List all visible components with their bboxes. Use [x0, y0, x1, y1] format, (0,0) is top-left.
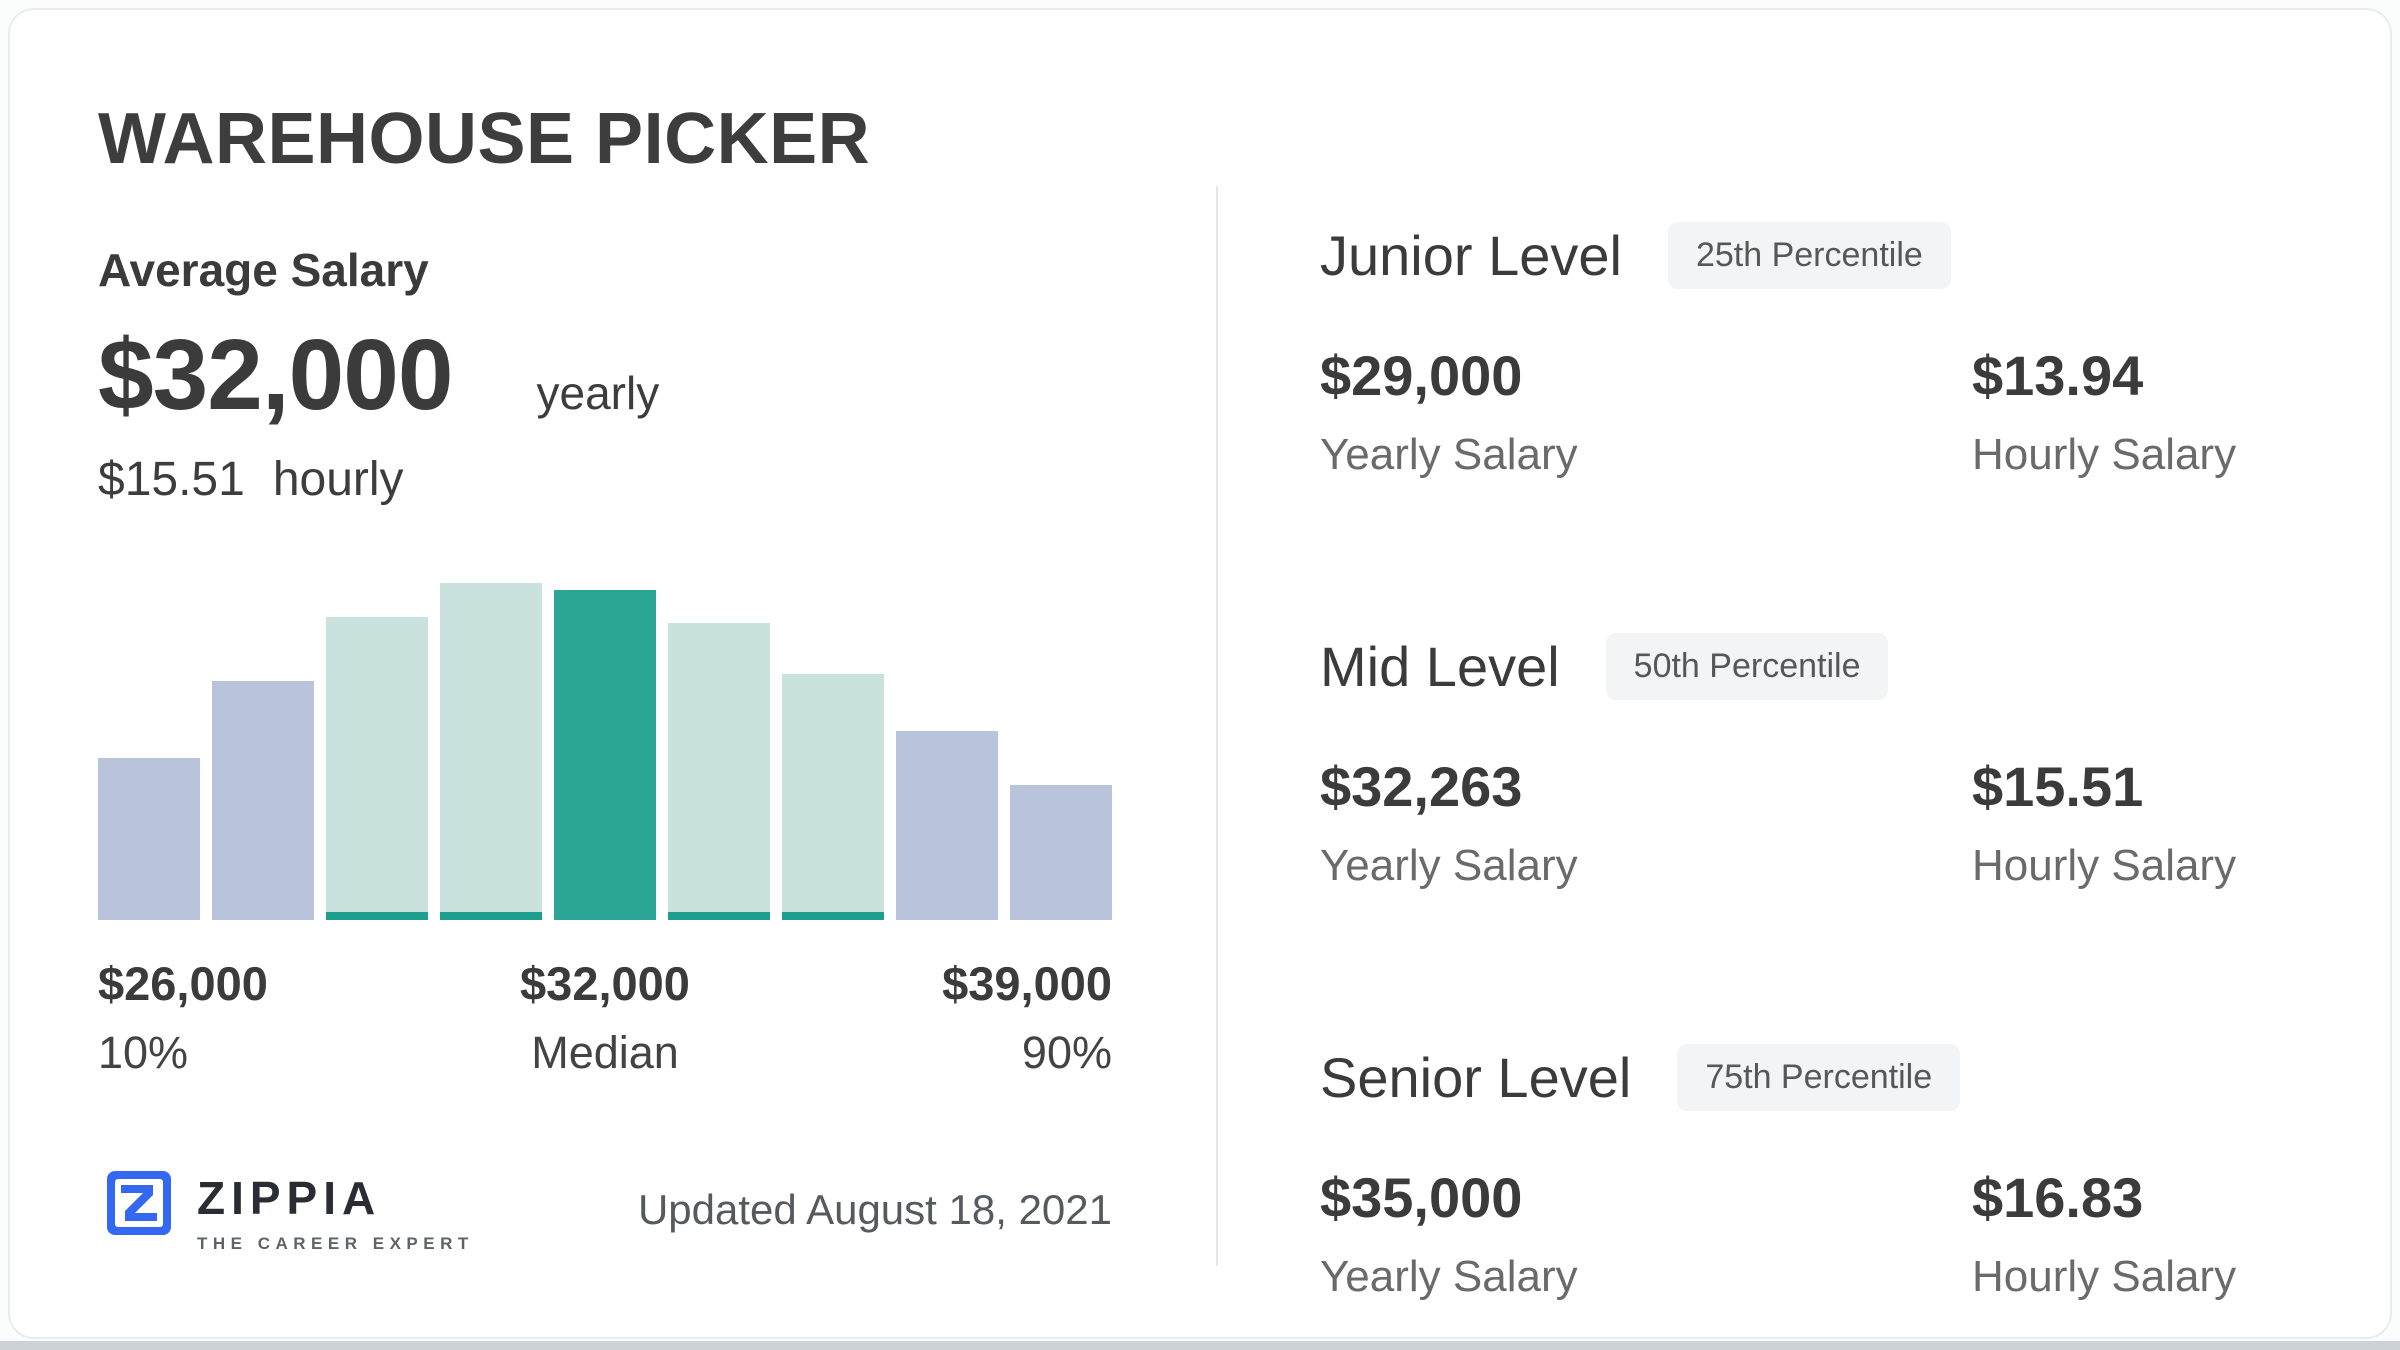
axis-label-10th: $26,000 10%: [98, 956, 436, 1079]
level-senior-hourly: $16.83 Hourly Salary: [1972, 1165, 2260, 1302]
level-mid-values: $32,263 Yearly Salary $15.51 Hourly Sala…: [1320, 754, 2260, 891]
level-senior-values: $35,000 Yearly Salary $16.83 Hourly Sala…: [1320, 1165, 2260, 1302]
level-block-junior: Junior Level 25th Percentile $29,000 Yea…: [1320, 222, 2260, 480]
level-senior-badge: 75th Percentile: [1677, 1044, 1961, 1111]
level-senior-hourly-value: $16.83: [1972, 1166, 2144, 1229]
average-hourly-value: $15.51: [98, 453, 245, 506]
histogram-bar-strip: [668, 912, 770, 920]
level-block-senior: Senior Level 75th Percentile $35,000 Yea…: [1320, 1044, 2260, 1302]
histogram-axis-labels: $26,000 10% $32,000 Median $39,000 90%: [98, 956, 1112, 1079]
level-mid-hourly-label: Hourly Salary: [1972, 841, 2237, 890]
histogram-bar: [98, 758, 200, 920]
histogram-bar: [554, 590, 656, 920]
histogram-bar: [326, 617, 428, 920]
level-mid-hourly: $15.51 Hourly Salary: [1972, 754, 2260, 891]
level-block-mid: Mid Level 50th Percentile $32,263 Yearly…: [1320, 633, 2260, 891]
axis-label-median-value: $32,000: [520, 957, 690, 1010]
level-mid-header: Mid Level 50th Percentile: [1320, 633, 2260, 700]
zippia-logo-icon: [107, 1171, 171, 1240]
level-senior-hourly-label: Hourly Salary: [1972, 1252, 2237, 1301]
average-yearly-value: $32,000: [98, 319, 453, 431]
histogram-bar: [896, 731, 998, 920]
level-junior-badge: 25th Percentile: [1667, 222, 1951, 289]
level-junior-yearly-label: Yearly Salary: [1320, 430, 1578, 479]
average-hourly-row: $15.51 hourly: [98, 452, 404, 507]
level-senior-yearly-value: $35,000: [1320, 1166, 1523, 1229]
average-yearly-unit: yearly: [536, 367, 660, 419]
level-junior-values: $29,000 Yearly Salary $13.94 Hourly Sala…: [1320, 343, 2260, 480]
zippia-logo-text: ZIPPIA THE CAREER EXPERT: [197, 1171, 474, 1254]
level-mid-title: Mid Level: [1320, 635, 1560, 698]
level-junior-hourly-value: $13.94: [1972, 344, 2144, 407]
axis-label-median: $32,000 Median: [436, 956, 774, 1079]
page-title: WAREHOUSE PICKER: [98, 99, 871, 179]
level-mid-yearly-value: $32,263: [1320, 755, 1523, 818]
histogram-bar-strip: [440, 912, 542, 920]
axis-label-10th-sub: 10%: [98, 1027, 189, 1078]
axis-label-90th: $39,000 90%: [774, 956, 1112, 1079]
level-junior-yearly-value: $29,000: [1320, 344, 1523, 407]
level-mid-badge: 50th Percentile: [1605, 633, 1889, 700]
histogram-bar: [212, 681, 314, 920]
level-junior-title: Junior Level: [1320, 224, 1622, 287]
axis-label-median-sub: Median: [531, 1027, 679, 1078]
level-senior-yearly-label: Yearly Salary: [1320, 1252, 1578, 1301]
level-junior-hourly: $13.94 Hourly Salary: [1972, 343, 2260, 480]
zippia-logo-name: ZIPPIA: [197, 1172, 382, 1224]
vertical-divider: [1216, 186, 1218, 1266]
level-senior-yearly: $35,000 Yearly Salary: [1320, 1165, 1972, 1302]
average-hourly-unit: hourly: [272, 453, 404, 506]
histogram-bar: [1010, 785, 1112, 920]
average-salary-label: Average Salary: [98, 244, 429, 296]
level-senior-title: Senior Level: [1320, 1046, 1632, 1109]
level-mid-hourly-value: $15.51: [1972, 755, 2144, 818]
percentile-levels: Junior Level 25th Percentile $29,000 Yea…: [1320, 222, 2260, 1350]
axis-label-90th-value: $39,000: [942, 957, 1112, 1010]
zippia-logo: ZIPPIA THE CAREER EXPERT: [107, 1171, 474, 1254]
page-bottom-strip: [0, 1341, 2400, 1350]
level-senior-header: Senior Level 75th Percentile: [1320, 1044, 2260, 1111]
level-mid-yearly-label: Yearly Salary: [1320, 841, 1578, 890]
average-yearly-row: $32,000 yearly: [98, 318, 659, 433]
zippia-logo-tagline: THE CAREER EXPERT: [197, 1234, 474, 1253]
level-junior-hourly-label: Hourly Salary: [1972, 430, 2237, 479]
level-junior-header: Junior Level 25th Percentile: [1320, 222, 2260, 289]
axis-label-10th-value: $26,000: [98, 957, 268, 1010]
histogram-bar: [782, 674, 884, 920]
level-mid-yearly: $32,263 Yearly Salary: [1320, 754, 1972, 891]
histogram-bar-strip: [326, 912, 428, 920]
axis-label-90th-sub: 90%: [1021, 1027, 1112, 1078]
updated-date: Updated August 18, 2021: [637, 1186, 1112, 1233]
histogram-bar: [668, 623, 770, 920]
salary-histogram: [98, 583, 1112, 920]
level-junior-yearly: $29,000 Yearly Salary: [1320, 343, 1972, 480]
histogram-bar: [440, 583, 542, 920]
histogram-bar-strip: [782, 912, 884, 920]
